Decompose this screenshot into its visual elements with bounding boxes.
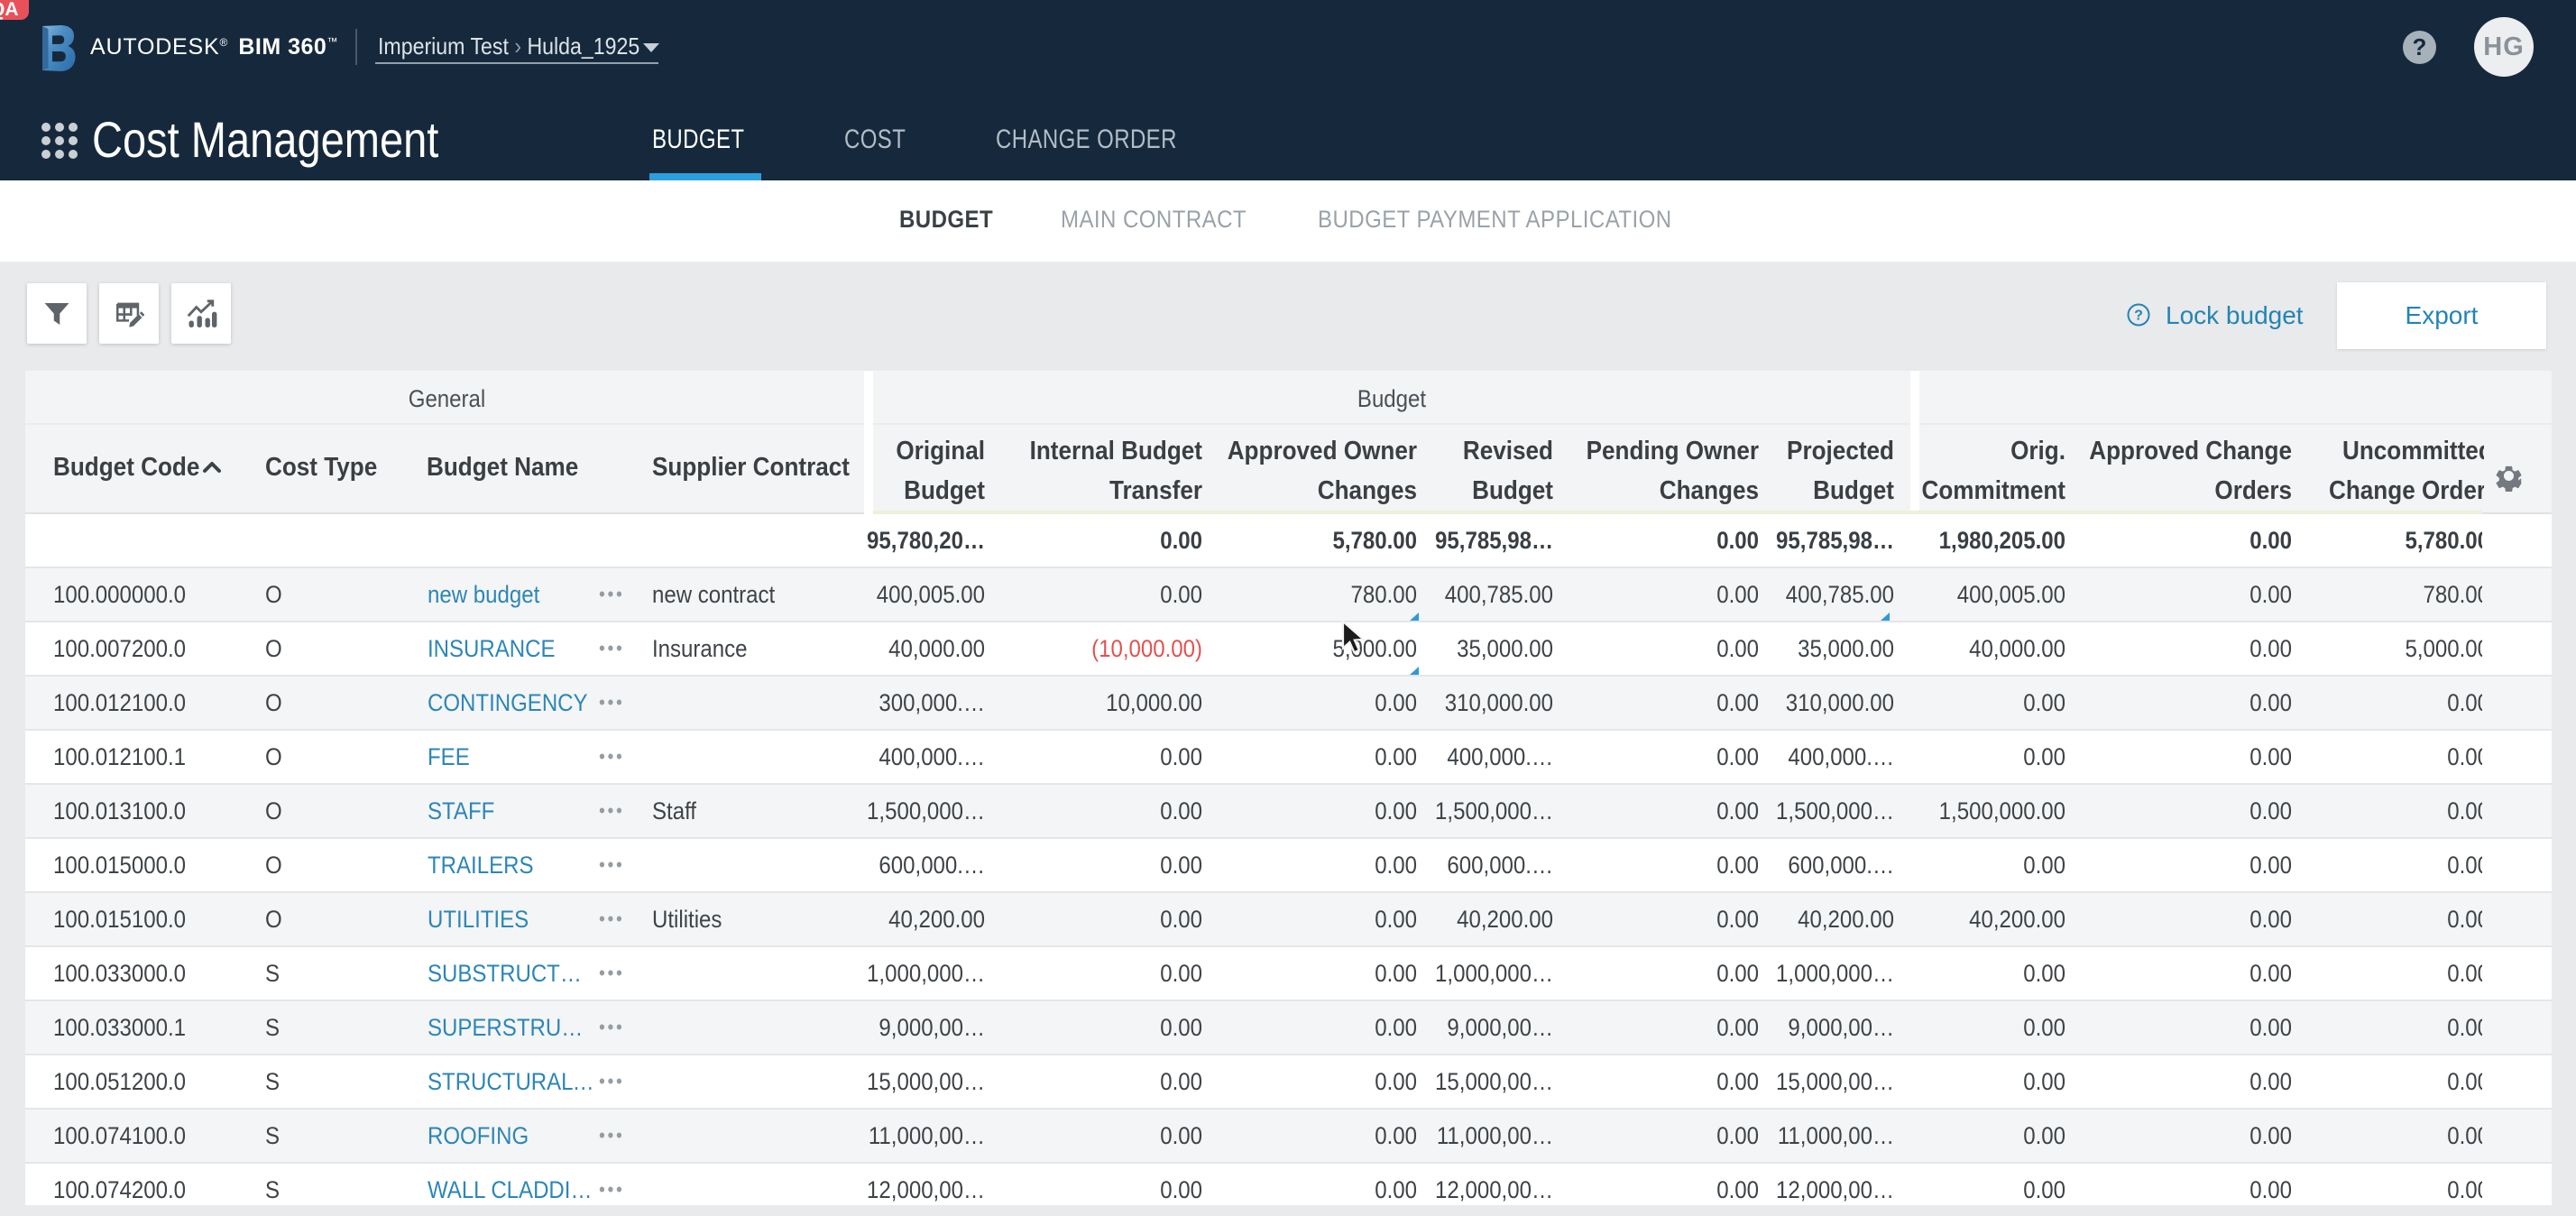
svg-text:?: ? <box>2134 309 2143 324</box>
